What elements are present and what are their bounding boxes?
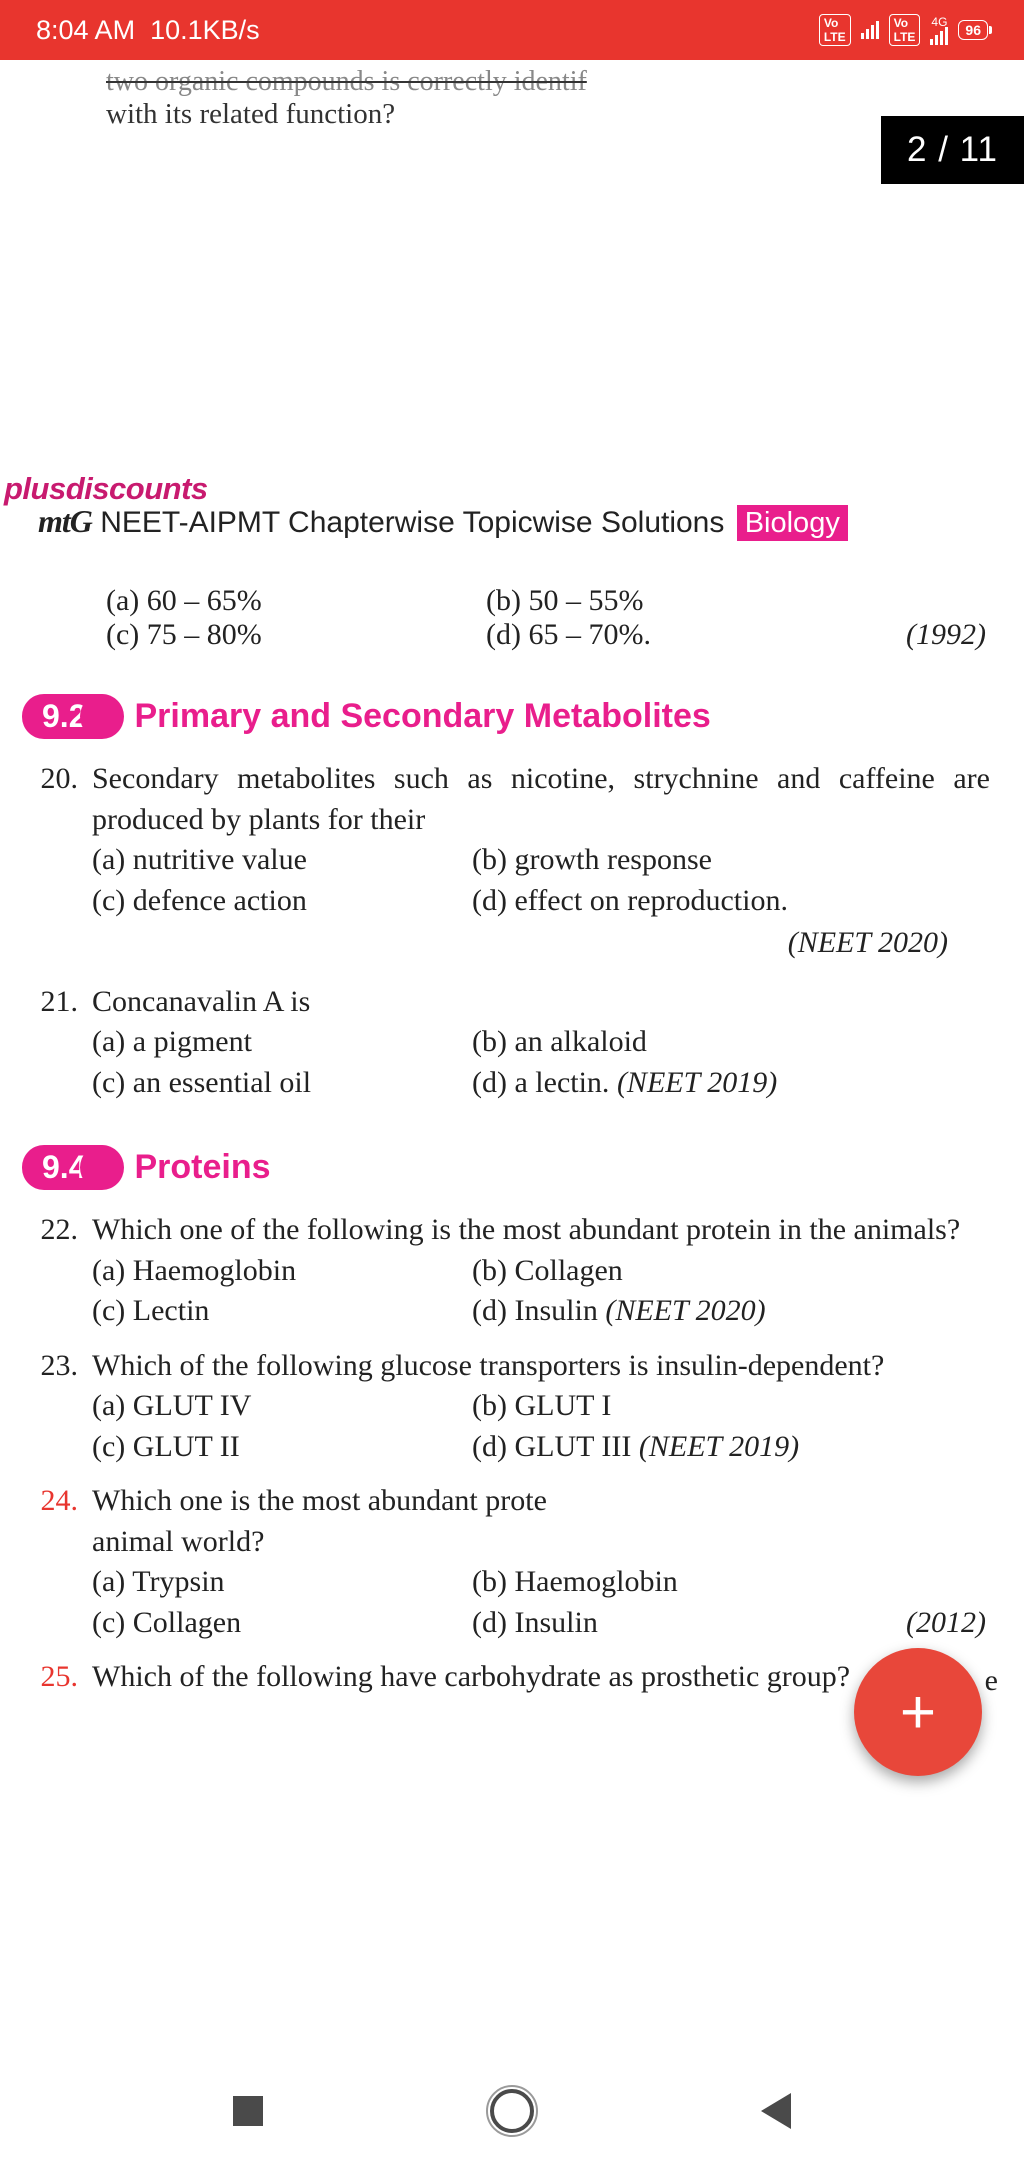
q20-opt-b: (b) growth response bbox=[472, 840, 990, 881]
volte-icon-1: VoLTE bbox=[819, 14, 851, 46]
previous-question-fragment: two organic compounds is correctly ident… bbox=[0, 60, 1024, 131]
status-time: 8:04 AM bbox=[36, 15, 135, 45]
section-number: 9.4 bbox=[22, 1145, 102, 1190]
section-9-2-header: 9.2 Primary and Secondary Metabolites bbox=[22, 694, 1024, 739]
q23-opt-c: (c) GLUT II bbox=[92, 1427, 472, 1468]
back-button[interactable] bbox=[761, 2093, 791, 2129]
subject-tag: Biology bbox=[737, 505, 848, 541]
plus-icon: + bbox=[900, 1677, 936, 1748]
status-bar: 8:04 AM 10.1KB/s VoLTE VoLTE 4G 96 bbox=[0, 0, 1024, 60]
page-counter: 2 / 11 bbox=[881, 116, 1024, 184]
q23-year: (NEET 2019) bbox=[639, 1430, 799, 1463]
brand-logo: mtG bbox=[38, 503, 92, 539]
q21-opt-a: (a) a pigment bbox=[92, 1022, 472, 1063]
q22-opt-a: (a) Haemoglobin bbox=[92, 1251, 472, 1292]
section-9-4-header: 9.4 Proteins bbox=[22, 1145, 1024, 1190]
book-header: plusdiscounts mtG NEET-AIPMT Chapterwise… bbox=[0, 471, 1024, 540]
question-23: 23. Which of the following glucose trans… bbox=[0, 1332, 1024, 1468]
signal-icon-2 bbox=[930, 27, 948, 45]
question-22: 22. Which one of the following is the mo… bbox=[0, 1202, 1024, 1332]
q22-opt-c: (c) Lectin bbox=[92, 1291, 472, 1332]
q25-number: 25. bbox=[28, 1657, 92, 1698]
recents-button[interactable] bbox=[233, 2096, 263, 2126]
q24-opt-a: (a) Trypsin bbox=[92, 1562, 472, 1603]
q21-opt-c: (c) an essential oil bbox=[92, 1063, 472, 1104]
q25-text: Which of the following have carbohydrate… bbox=[92, 1657, 990, 1698]
q24-year: (2012) bbox=[906, 1603, 990, 1644]
question-24: 24. Which one is the most abundant prote… bbox=[0, 1467, 1024, 1643]
q20-year: (NEET 2020) bbox=[92, 923, 990, 964]
q21-opt-b: (b) an alkaloid bbox=[472, 1022, 990, 1063]
q24-number: 24. bbox=[28, 1481, 92, 1643]
q21-number: 21. bbox=[28, 982, 92, 1104]
question-20: 20. Secondary metabolites such as nicoti… bbox=[0, 751, 1024, 964]
q20-opt-a: (a) nutritive value bbox=[92, 840, 472, 881]
volte-icon-2: VoLTE bbox=[889, 14, 921, 46]
q22-number: 22. bbox=[28, 1210, 92, 1332]
status-left: 8:04 AM 10.1KB/s bbox=[36, 15, 260, 46]
q24-opt-b: (b) Haemoglobin bbox=[472, 1562, 990, 1603]
q21-year: (NEET 2019) bbox=[617, 1066, 777, 1099]
section-title: Proteins bbox=[134, 1148, 270, 1187]
option-a: (a) 60 – 65% bbox=[106, 584, 486, 618]
q23-opt-a: (a) GLUT IV bbox=[92, 1386, 472, 1427]
status-right: VoLTE VoLTE 4G 96 bbox=[819, 14, 988, 46]
q21-text: Concanavalin A is bbox=[92, 982, 990, 1023]
battery-icon: 96 bbox=[958, 20, 988, 40]
book-title: NEET-AIPMT Chapterwise Topicwise Solutio… bbox=[92, 506, 733, 539]
q20-text: Secondary metabolites such as nicotine, … bbox=[92, 759, 990, 840]
watermark: plusdiscounts bbox=[2, 471, 1024, 507]
network-indicator: 4G bbox=[930, 15, 948, 45]
q22-opt-d: (d) Insulin (NEET 2020) bbox=[472, 1291, 990, 1332]
obscured-letter: e bbox=[985, 1664, 998, 1698]
fragment-line2: with its related function? bbox=[106, 98, 994, 131]
q22-text: Which one of the following is the most a… bbox=[92, 1210, 990, 1251]
q23-opt-d: (d) GLUT III (NEET 2019) bbox=[472, 1427, 990, 1468]
q22-year: (NEET 2020) bbox=[605, 1294, 765, 1327]
q22-opt-b: (b) Collagen bbox=[472, 1251, 990, 1292]
orphan-options: (a) 60 – 65% (b) 50 – 55% (c) 75 – 80% (… bbox=[0, 540, 1024, 652]
section-number: 9.2 bbox=[22, 694, 102, 739]
q20-opt-d: (d) effect on reproduction. bbox=[472, 881, 990, 922]
q23-number: 23. bbox=[28, 1346, 92, 1468]
option-d: (d) 65 – 70%. (1992) bbox=[486, 618, 990, 652]
q23-text: Which of the following glucose transport… bbox=[92, 1346, 990, 1387]
q24-opt-c: (c) Collagen bbox=[92, 1603, 472, 1644]
status-speed: 10.1KB/s bbox=[150, 15, 260, 45]
navigation-bar bbox=[0, 2061, 1024, 2161]
crossed-text: two organic compounds is correctly ident… bbox=[106, 66, 994, 98]
question-21: 21. Concanavalin A is (a) a pigment (b) … bbox=[0, 964, 1024, 1104]
option-c: (c) 75 – 80% bbox=[106, 618, 486, 652]
home-button[interactable] bbox=[490, 2089, 534, 2133]
signal-icon-1 bbox=[861, 21, 879, 39]
q24-text: Which one is the most abundant prote ani… bbox=[92, 1481, 990, 1562]
add-fab-button[interactable]: + bbox=[854, 1648, 982, 1776]
q21-opt-d: (d) a lectin. (NEET 2019) bbox=[472, 1063, 990, 1104]
q20-number: 20. bbox=[28, 759, 92, 964]
year-label: (1992) bbox=[906, 618, 990, 652]
option-b: (b) 50 – 55% bbox=[486, 584, 990, 618]
section-title: Primary and Secondary Metabolites bbox=[134, 697, 710, 736]
q24-opt-d: (d) Insulin(2012) bbox=[472, 1603, 990, 1644]
q20-opt-c: (c) defence action bbox=[92, 881, 472, 922]
book-title-line: mtG NEET-AIPMT Chapterwise Topicwise Sol… bbox=[2, 503, 1024, 540]
q23-opt-b: (b) GLUT I bbox=[472, 1386, 990, 1427]
